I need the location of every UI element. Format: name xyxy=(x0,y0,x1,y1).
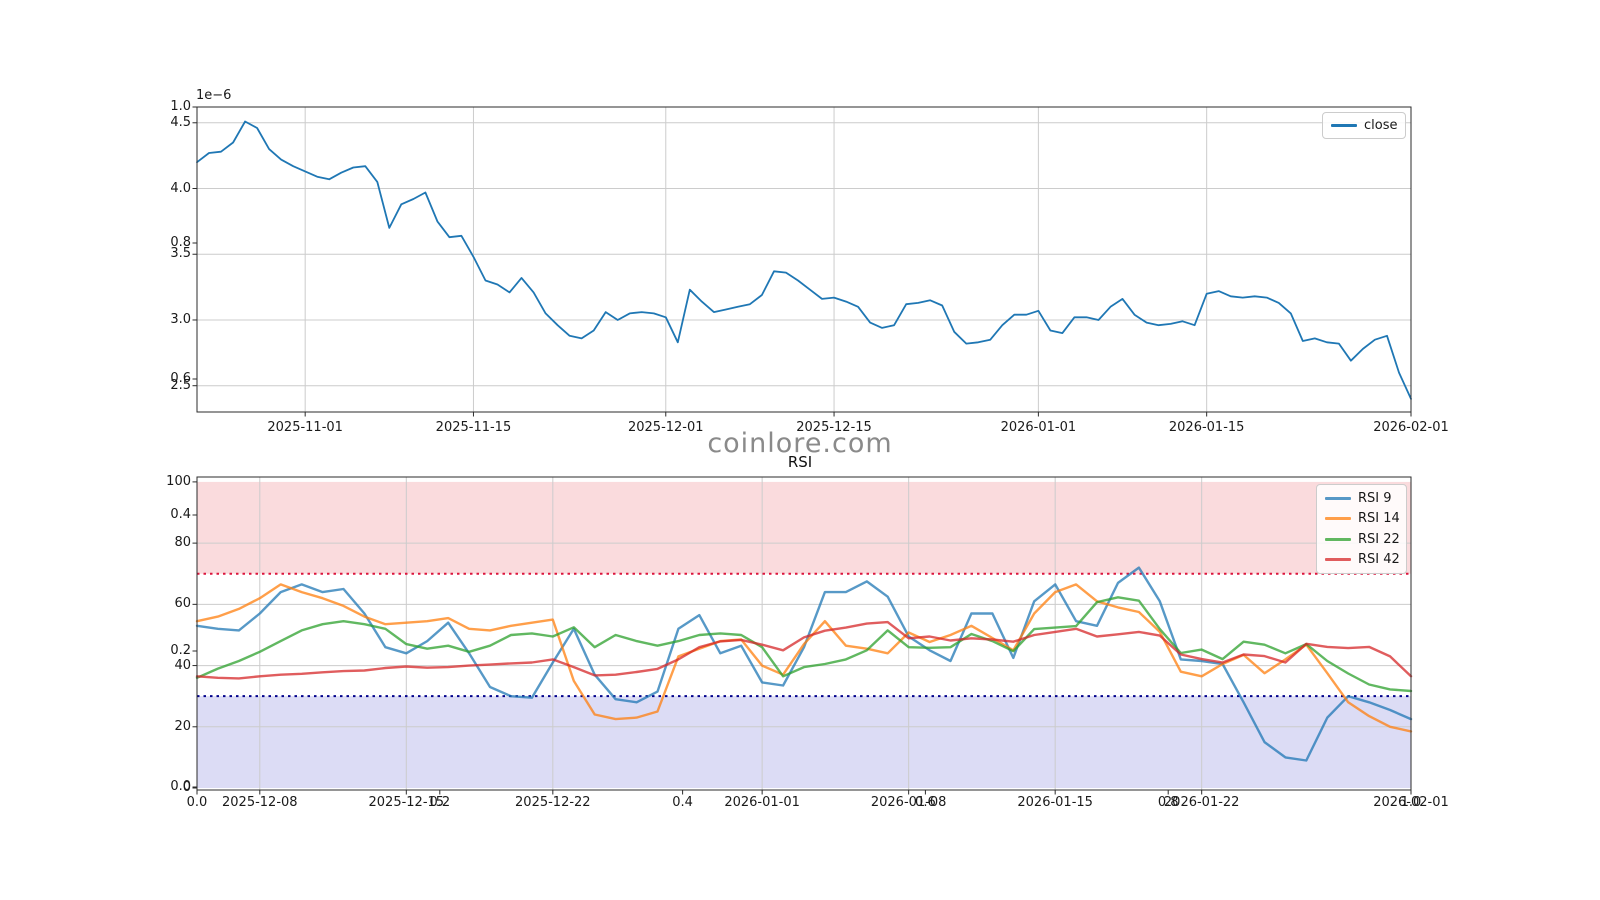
price-axis-offset-label: 1e−6 xyxy=(196,88,232,103)
tick-label: 2025-12-15 xyxy=(796,420,872,435)
tick-label: 2026-01-22 xyxy=(1163,795,1240,810)
tick-label: 40 xyxy=(174,657,191,673)
rsi14-legend-item: RSI 14 xyxy=(1317,509,1406,528)
rsi9-line-sample xyxy=(1325,496,1351,500)
rsi-chart-title: RSI xyxy=(787,453,813,471)
close-line-sample xyxy=(1331,124,1357,127)
tick-label: 0.0 xyxy=(170,779,191,794)
tick-label: 2026-02-01 xyxy=(1373,795,1449,810)
tick-label: 20 xyxy=(174,718,191,734)
tick-label: 0.6 xyxy=(170,371,191,386)
tick-label: 2025-11-15 xyxy=(435,420,512,435)
tick-label: 0.4 xyxy=(672,795,693,810)
tick-label: 0 xyxy=(182,780,191,795)
tick-label: 0.8 xyxy=(1157,795,1179,810)
tick-label: 4.0 xyxy=(170,180,191,196)
watermark: coinlore.com xyxy=(707,428,893,459)
tick-label: 2.5 xyxy=(170,377,191,393)
rsi22-line-sample xyxy=(1325,537,1351,541)
rsi42-legend-item: RSI 42 xyxy=(1317,550,1406,569)
tick-label: 2026-02-01 xyxy=(1373,420,1449,435)
tick-label: 100 xyxy=(166,473,191,489)
rsi22-legend-label: RSI 22 xyxy=(1358,531,1400,547)
rsi9-legend-item: RSI 9 xyxy=(1317,489,1406,508)
tick-label: 0.0 xyxy=(186,795,208,810)
tick-label: 2026-01-01 xyxy=(724,795,800,810)
rsi42-legend-label: RSI 42 xyxy=(1358,552,1400,568)
tick-label: 2026-01-15 xyxy=(1168,420,1245,435)
rsi14-legend-label: RSI 14 xyxy=(1358,511,1400,527)
tick-label: 2025-11-01 xyxy=(267,420,343,435)
tick-label: 2025-12-01 xyxy=(627,420,704,435)
tick-label: 2026-01-01 xyxy=(1000,420,1077,435)
rsi9-legend-label: RSI 9 xyxy=(1358,490,1392,506)
tick-label: 3.5 xyxy=(170,246,191,262)
tick-label: 1.0 xyxy=(1400,795,1422,810)
rsi14-line-sample xyxy=(1325,517,1351,521)
tick-label: 0.4 xyxy=(170,507,191,522)
tick-label: 2026-01-15 xyxy=(1017,795,1093,810)
rsi-legend: RSI 9 RSI 14 RSI 22 RSI 42 xyxy=(1316,484,1407,574)
tick-label: 0.8 xyxy=(170,235,191,250)
tick-label: 2026-01-08 xyxy=(870,795,947,810)
rsi22-legend-item: RSI 22 xyxy=(1317,530,1406,549)
tick-label: 2025-12-08 xyxy=(222,795,298,810)
rsi42-line-sample xyxy=(1325,558,1351,562)
tick-label: 2025-12-22 xyxy=(515,795,591,810)
close-legend-label: close xyxy=(1364,118,1398,133)
price-legend: close xyxy=(1322,112,1406,139)
tick-label: 60 xyxy=(174,596,191,612)
tick-label: 1.0 xyxy=(170,99,191,114)
tick-label: 0.2 xyxy=(170,643,191,658)
tick-label: 3.0 xyxy=(170,311,191,327)
tick-label: 80 xyxy=(174,535,191,551)
tick-label: 0.6 xyxy=(915,795,936,810)
tick-label: 4.5 xyxy=(170,114,191,130)
tick-label: 0.2 xyxy=(429,795,451,810)
tick-label: 2025-12-15 xyxy=(368,795,445,810)
